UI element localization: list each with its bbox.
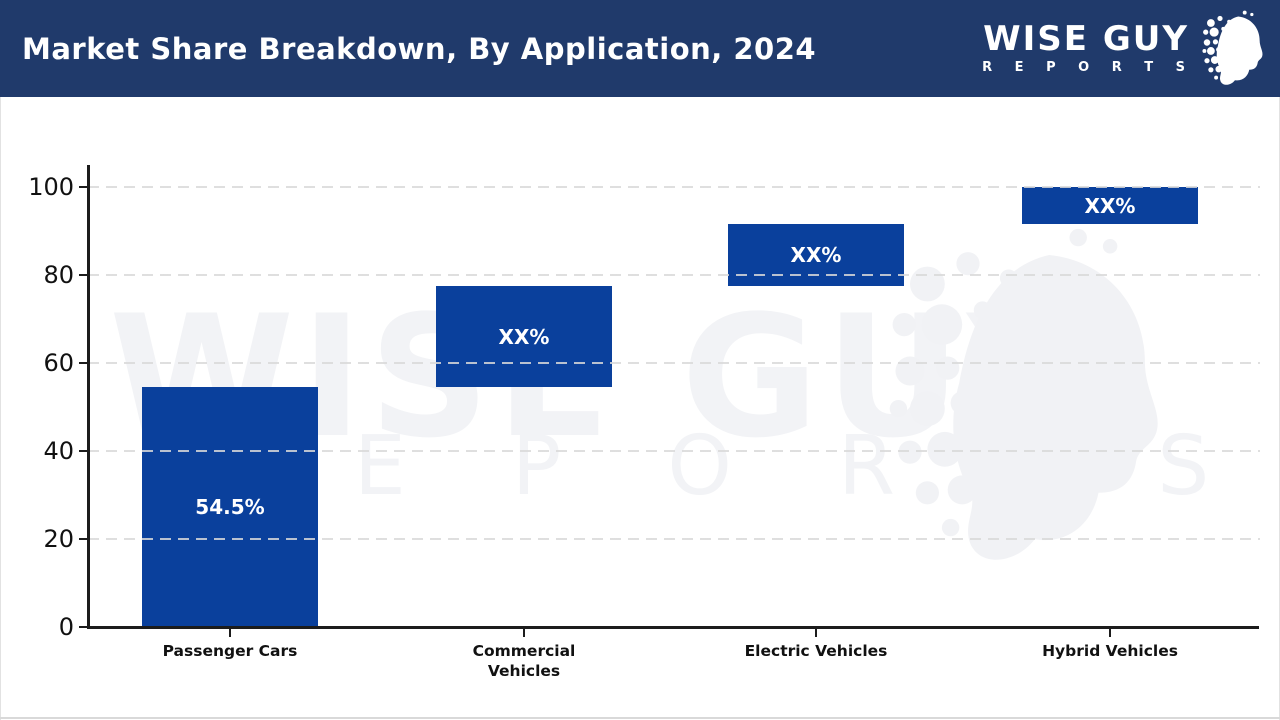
y-tick-mark-20: [79, 538, 88, 540]
y-tick-mark-100: [79, 186, 88, 188]
logo-head-icon: [1202, 10, 1263, 85]
bar-value-label: XX%: [498, 324, 550, 349]
bar-electric-vehicles: XX%: [728, 224, 904, 286]
header: Market Share Breakdown, By Application, …: [0, 0, 1280, 97]
x-axis-label-passenger-cars: Passenger Cars: [162, 642, 298, 660]
x-tick-mark-0: [229, 628, 231, 637]
y-tick-mark-80: [79, 274, 88, 276]
x-tick-mark-2: [815, 628, 817, 637]
x-tick-mark-3: [1109, 628, 1111, 637]
y-tick-label-40: 40: [43, 437, 74, 465]
y-tick-mark-40: [79, 450, 88, 452]
logo-wordmark-main: WISE GUY: [983, 19, 1189, 60]
x-axis-line: [87, 626, 1259, 629]
logo-wordmark: WISE GUY R E P O R T S: [978, 19, 1194, 75]
bar-value-label: 54.5%: [195, 495, 265, 520]
page-title: Market Share Breakdown, By Application, …: [22, 31, 817, 66]
watermark-head-icon: [889, 228, 1158, 560]
bar-value-label: XX%: [1084, 193, 1136, 218]
y-tick-label-60: 60: [43, 349, 74, 377]
gridline-100: [88, 186, 1260, 188]
y-tick-label-20: 20: [43, 525, 74, 553]
bar-passenger-cars: 54.5%: [142, 387, 318, 627]
page-bottom-border: [0, 717, 1280, 719]
brand-logo: WISE GUY R E P O R T S: [978, 10, 1266, 88]
x-axis-label-hybrid-vehicles: Hybrid Vehicles: [1042, 642, 1178, 660]
y-tick-mark-0: [79, 626, 88, 628]
gridline-80: [88, 274, 1260, 276]
y-tick-mark-60: [79, 362, 88, 364]
y-tick-label-0: 0: [58, 613, 74, 641]
x-axis-label-commercial-vehicles: Commercial Vehicles: [472, 642, 576, 681]
logo-wordmark-sub: R E P O R T S: [982, 59, 1194, 75]
y-tick-label-100: 100: [28, 173, 74, 201]
y-axis-line: [87, 165, 90, 629]
gridline-60: [88, 362, 1260, 364]
x-tick-mark-1: [523, 628, 525, 637]
x-axis-label-electric-vehicles: Electric Vehicles: [744, 642, 888, 660]
bar-commercial-vehicles: XX%: [436, 286, 612, 388]
y-tick-label-80: 80: [43, 261, 74, 289]
gridline-20: [88, 538, 1260, 540]
bar-value-label: XX%: [790, 243, 842, 268]
bar-hybrid-vehicles: XX%: [1022, 187, 1198, 225]
gridline-40: [88, 450, 1260, 452]
